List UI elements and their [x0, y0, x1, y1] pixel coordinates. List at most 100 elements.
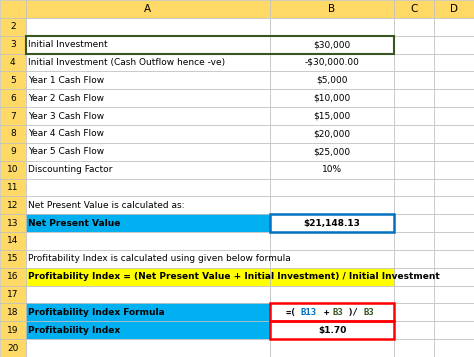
Bar [26, 161, 270, 178]
Bar [26, 143, 270, 161]
Text: $21,148.13: $21,148.13 [304, 218, 360, 228]
Bar [270, 250, 394, 268]
Text: 3: 3 [10, 40, 16, 49]
Text: $15,000: $15,000 [313, 111, 351, 121]
Bar [0, 178, 26, 196]
Text: 7: 7 [10, 111, 16, 121]
Bar [0, 125, 26, 143]
Text: Profitability Index: Profitability Index [28, 326, 120, 335]
Bar [0, 214, 26, 232]
Text: =(: =( [285, 308, 296, 317]
Bar [0, 196, 26, 214]
Bar [270, 232, 394, 250]
Bar [0, 232, 26, 250]
Text: 6: 6 [10, 94, 16, 103]
Bar [394, 250, 434, 268]
Bar [394, 36, 434, 54]
Bar [434, 89, 474, 107]
Bar [270, 214, 394, 232]
Text: 2: 2 [10, 22, 16, 31]
Text: Profitability Index is calculated using given below formula: Profitability Index is calculated using … [28, 254, 291, 263]
Bar [434, 107, 474, 125]
Bar [434, 250, 474, 268]
Bar [394, 214, 434, 232]
Bar [0, 71, 26, 89]
Text: +: + [324, 308, 329, 317]
Bar [270, 71, 394, 89]
Text: Initial Investment: Initial Investment [28, 40, 108, 49]
Bar [26, 89, 270, 107]
Text: Year 4 Cash Flow: Year 4 Cash Flow [28, 129, 104, 139]
Bar [434, 196, 474, 214]
Bar [0, 143, 26, 161]
Bar [270, 89, 394, 107]
Text: 10%: 10% [322, 165, 342, 174]
Text: Year 5 Cash Flow: Year 5 Cash Flow [28, 147, 104, 156]
Bar [26, 321, 270, 339]
Text: $30,000: $30,000 [313, 40, 351, 49]
Bar [26, 36, 270, 54]
Text: C: C [410, 4, 418, 14]
Bar [26, 0, 270, 18]
Text: 16: 16 [7, 272, 18, 281]
Text: 17: 17 [7, 290, 18, 299]
Bar [434, 303, 474, 321]
Bar [26, 36, 394, 54]
Text: B3: B3 [332, 308, 343, 317]
Bar [26, 178, 270, 196]
Bar [394, 107, 434, 125]
Bar [26, 214, 270, 232]
Text: 11: 11 [7, 183, 18, 192]
Bar [270, 107, 394, 125]
Bar [394, 71, 434, 89]
Text: 12: 12 [7, 201, 18, 210]
Bar [394, 125, 434, 143]
Text: $20,000: $20,000 [313, 129, 351, 139]
Text: $25,000: $25,000 [313, 147, 351, 156]
Bar [0, 339, 26, 357]
Bar [26, 250, 270, 268]
Text: Net Present Value: Net Present Value [28, 218, 120, 228]
Bar [394, 54, 434, 71]
Bar [434, 268, 474, 286]
Bar [0, 161, 26, 178]
Bar [270, 0, 394, 18]
Bar [0, 303, 26, 321]
Bar [270, 303, 394, 321]
Bar [26, 54, 270, 71]
Bar [434, 178, 474, 196]
Bar [0, 107, 26, 125]
Bar [394, 18, 434, 36]
Text: 20: 20 [7, 343, 18, 353]
Text: B13: B13 [301, 308, 317, 317]
Bar [394, 143, 434, 161]
Text: Discounting Factor: Discounting Factor [28, 165, 112, 174]
Bar [0, 36, 26, 54]
Bar [394, 196, 434, 214]
Bar [270, 36, 394, 54]
Bar [26, 268, 270, 286]
Text: Profitability Index Formula: Profitability Index Formula [28, 308, 165, 317]
Bar [270, 178, 394, 196]
Bar [394, 303, 434, 321]
Text: 9: 9 [10, 147, 16, 156]
Bar [394, 321, 434, 339]
Bar [394, 286, 434, 303]
Bar [26, 125, 270, 143]
Bar [270, 125, 394, 143]
Bar [270, 214, 394, 232]
Bar [394, 178, 434, 196]
Text: -$30,000.00: -$30,000.00 [305, 58, 359, 67]
Bar [270, 196, 394, 214]
Text: Initial Investment (Cash Outflow hence -ve): Initial Investment (Cash Outflow hence -… [28, 58, 225, 67]
Bar [394, 161, 434, 178]
Bar [434, 161, 474, 178]
Bar [270, 321, 394, 339]
Bar [26, 232, 270, 250]
Bar [0, 89, 26, 107]
Bar [394, 339, 434, 357]
Bar [434, 36, 474, 54]
Bar [394, 89, 434, 107]
Bar [434, 18, 474, 36]
Bar [270, 286, 394, 303]
